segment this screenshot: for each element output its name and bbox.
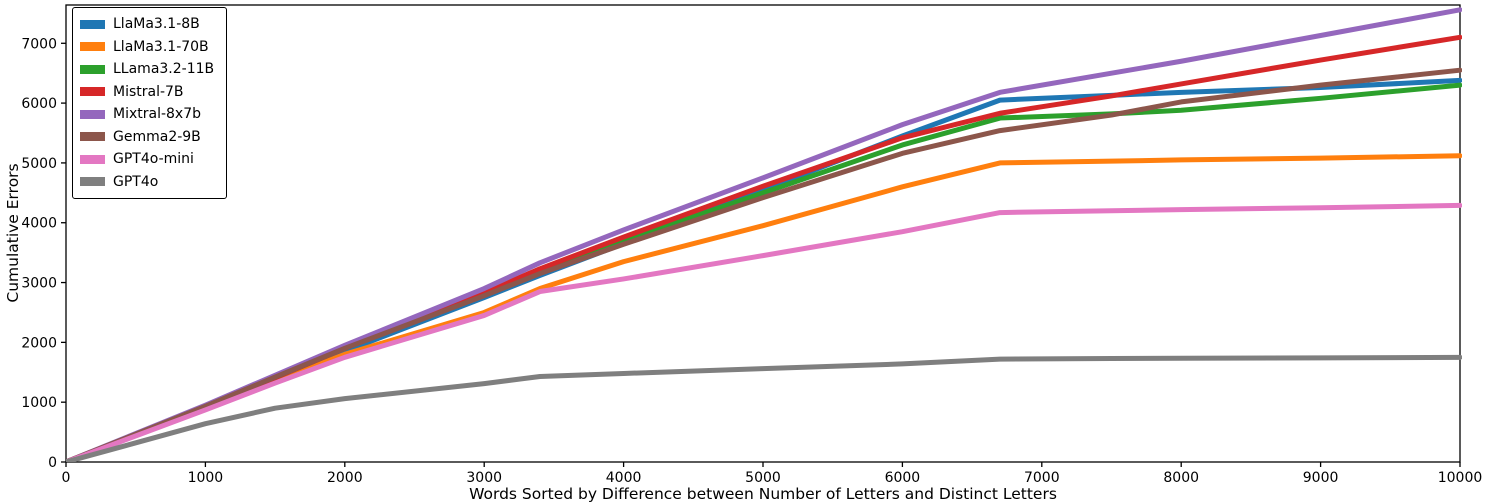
y-tick-label: 4000 [21, 216, 57, 232]
y-tick-label: 5000 [21, 156, 57, 172]
y-tick-label: 3000 [21, 276, 57, 292]
legend-item: GPT4o [80, 171, 214, 194]
legend-label: LlaMa3.1-8B [113, 16, 200, 33]
x-tick-label: 3000 [466, 470, 502, 486]
legend-swatch [80, 154, 105, 164]
x-tick-label: 0 [62, 470, 71, 486]
x-tick-label: 2000 [327, 470, 363, 486]
legend-label: GPT4o-mini [113, 151, 194, 168]
legend-label: GPT4o [113, 173, 159, 190]
series-line-Mistral-7B [66, 34, 1462, 462]
series-line-Mixtral-8x7b [66, 7, 1462, 462]
series-line-GPT4o-mini [66, 202, 1462, 462]
legend-swatch [80, 109, 105, 119]
legend-item: Mistral-7B [80, 81, 214, 104]
series-line-LlaMa3.1-70B [66, 153, 1462, 462]
legend-item: LLama3.2-11B [80, 58, 214, 81]
legend-label: LLama3.2-11B [113, 61, 215, 78]
series-line-LlaMa3.1-8B [66, 77, 1462, 462]
legend-swatch [80, 87, 105, 97]
legend-swatch [80, 132, 105, 142]
x-tick-label: 4000 [606, 470, 642, 486]
legend-swatch [80, 177, 105, 187]
x-tick-label: 1000 [188, 470, 224, 486]
legend-label: Mixtral-8x7b [113, 106, 202, 123]
y-tick-label: 6000 [21, 96, 57, 112]
legend: LlaMa3.1-8B LlaMa3.1-70B LLama3.2-11B Mistr… [72, 7, 228, 199]
x-tick-label: 7000 [1024, 470, 1060, 486]
series-line-LLama3.2-11B [66, 82, 1462, 462]
legend-swatch [80, 42, 105, 52]
x-axis-label: Words Sorted by Difference between Numbe… [469, 485, 1057, 503]
x-tick-label: 5000 [745, 470, 781, 486]
y-tick-label: 2000 [21, 335, 57, 351]
legend-swatch [80, 64, 105, 74]
series-line-GPT4o [66, 354, 1462, 462]
x-tick-label: 6000 [885, 470, 921, 486]
legend-label: LlaMa3.1-70B [113, 38, 209, 55]
legend-item: GPT4o-mini [80, 148, 214, 171]
y-tick-label: 7000 [21, 36, 57, 52]
x-tick-label: 8000 [1163, 470, 1199, 486]
legend-item: Gemma2-9B [80, 126, 214, 149]
x-tick-label: 9000 [1303, 470, 1339, 486]
legend-label: Gemma2-9B [113, 128, 201, 145]
y-tick-label: 1000 [21, 395, 57, 411]
x-tick-label: 10000 [1438, 470, 1483, 486]
legend-label: Mistral-7B [113, 83, 184, 100]
legend-swatch [80, 19, 105, 29]
legend-item: LlaMa3.1-8B [80, 13, 214, 36]
plot-area: 0 1000 2000 3000 4000 5000 6000 7000 8000 9000 100… [21, 4, 1483, 486]
legend-item: LlaMa3.1-70B [80, 36, 214, 59]
y-tick-label: 0 [48, 455, 57, 471]
y-axis-label: Cumulative Errors [4, 163, 22, 302]
legend-item: Mixtral-8x7b [80, 103, 214, 126]
series-line-Gemma2-9B [66, 67, 1462, 462]
